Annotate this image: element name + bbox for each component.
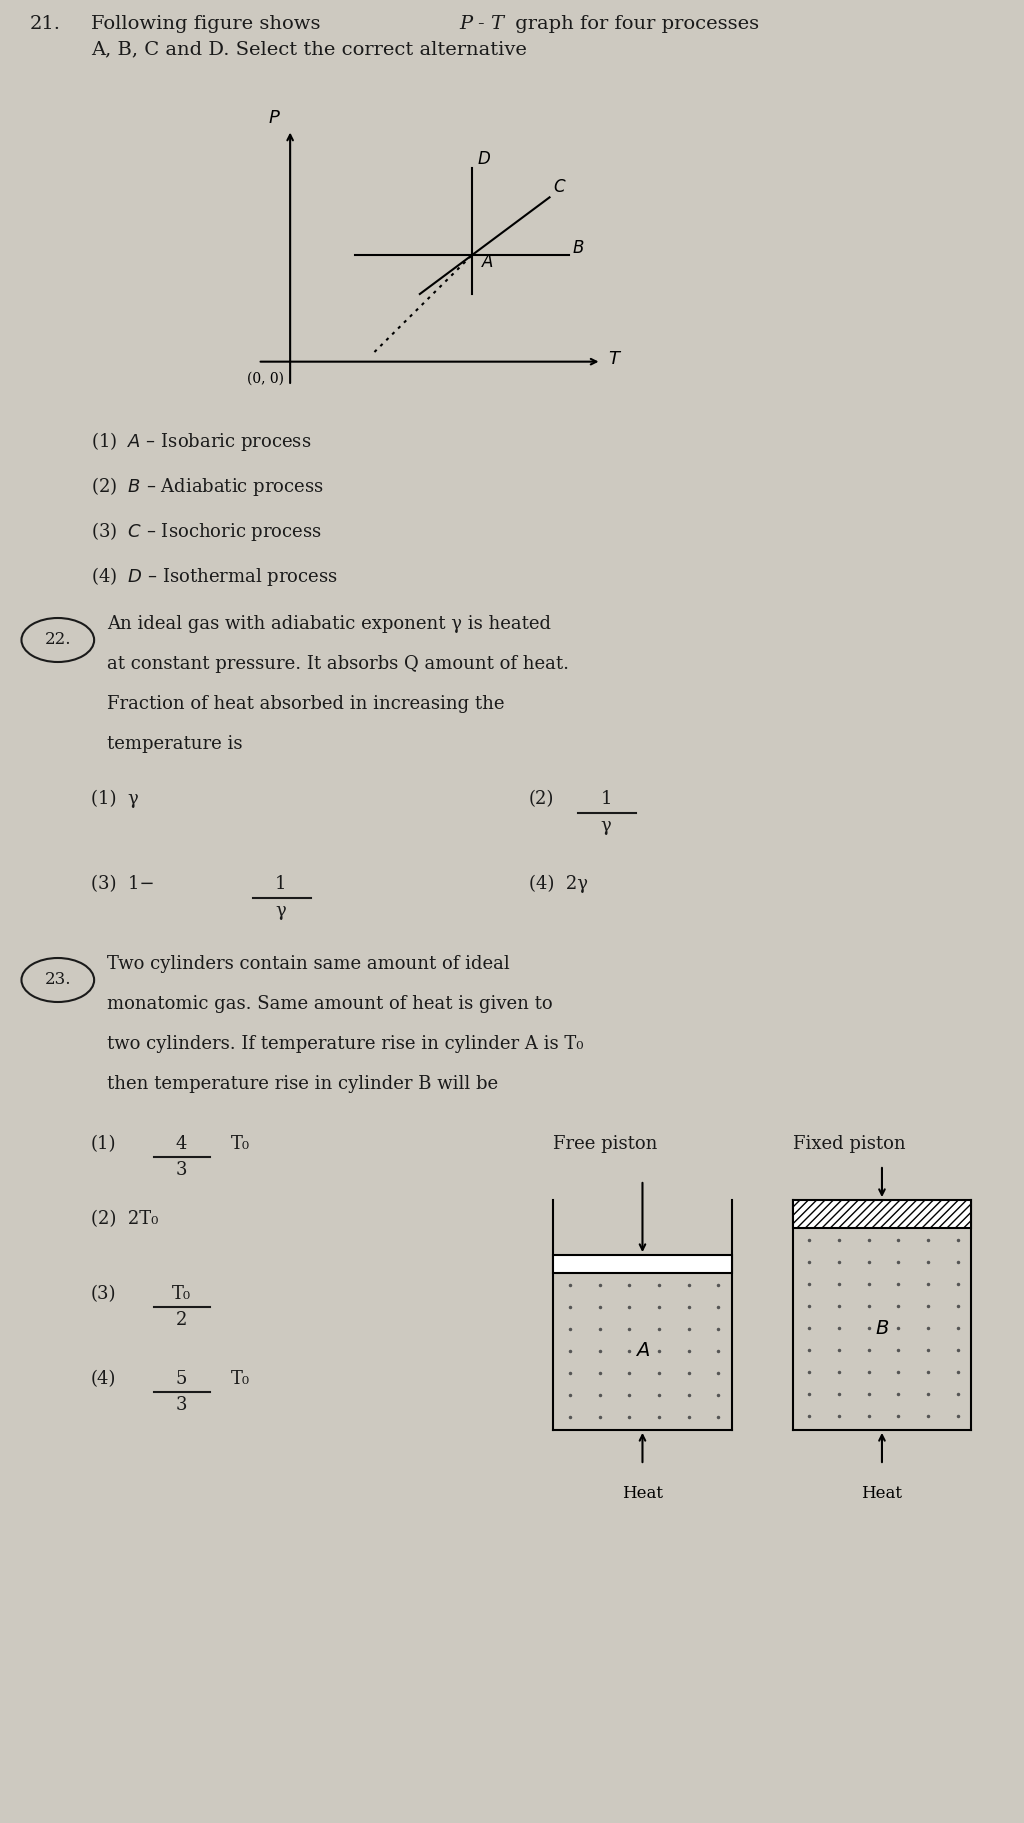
Text: (1)  $A$ – Isobaric process: (1) $A$ – Isobaric process [91,430,311,452]
Text: $T$: $T$ [608,350,623,368]
Text: 4: 4 [176,1136,187,1152]
Text: (2)  2T₀: (2) 2T₀ [91,1210,159,1229]
Text: Fraction of heat absorbed in increasing the: Fraction of heat absorbed in increasing … [108,695,505,713]
Text: $C$: $C$ [553,179,566,197]
Text: T₀: T₀ [231,1371,250,1387]
Text: (2): (2) [528,789,554,808]
Text: T: T [490,15,504,33]
Text: Following figure shows: Following figure shows [91,15,327,33]
Text: $B$: $B$ [874,1320,889,1338]
Text: γ: γ [275,902,286,921]
Text: 5: 5 [176,1371,187,1387]
Text: (1)  γ: (1) γ [91,789,138,808]
Text: (0, 0): (0, 0) [247,372,284,385]
Text: 3: 3 [176,1161,187,1179]
Text: Fixed piston: Fixed piston [793,1136,905,1152]
Text: $A$: $A$ [635,1342,650,1360]
Text: A, B, C and D. Select the correct alternative: A, B, C and D. Select the correct altern… [91,40,526,58]
Text: An ideal gas with adiabatic exponent γ is heated: An ideal gas with adiabatic exponent γ i… [108,614,551,633]
Text: 1: 1 [600,789,612,808]
Text: (3)  $C$ – Isochoric process: (3) $C$ – Isochoric process [91,520,322,543]
Text: 21.: 21. [30,15,60,33]
Text: $B$: $B$ [572,241,585,257]
Text: at constant pressure. It absorbs Q amount of heat.: at constant pressure. It absorbs Q amoun… [108,654,569,673]
Text: $D$: $D$ [477,151,490,168]
Text: (2)  $B$ – Adiabatic process: (2) $B$ – Adiabatic process [91,476,324,498]
Text: (4)  2γ: (4) 2γ [528,875,588,893]
Text: temperature is: temperature is [108,735,243,753]
Text: (4)  $D$ – Isothermal process: (4) $D$ – Isothermal process [91,565,338,589]
Text: graph for four processes: graph for four processes [509,15,759,33]
Bar [553,1254,732,1272]
Text: two cylinders. If temperature rise in cylinder A is T₀: two cylinders. If temperature rise in cy… [108,1035,584,1054]
Text: (4): (4) [91,1371,116,1387]
Text: 22.: 22. [45,631,71,649]
Bar [793,1200,971,1229]
Text: T₀: T₀ [172,1285,191,1303]
Text: 3: 3 [176,1396,187,1415]
Text: then temperature rise in cylinder B will be: then temperature rise in cylinder B will… [108,1076,499,1094]
Text: (1): (1) [91,1136,117,1152]
Text: (3): (3) [91,1285,117,1303]
Text: P: P [459,15,472,33]
Text: 23.: 23. [45,972,71,988]
Text: Heat: Heat [622,1486,663,1502]
Text: Two cylinders contain same amount of ideal: Two cylinders contain same amount of ide… [108,955,510,973]
Text: Free piston: Free piston [553,1136,657,1152]
Text: Heat: Heat [861,1486,902,1502]
Text: 2: 2 [176,1311,187,1329]
Text: γ: γ [601,817,611,835]
Text: $P$: $P$ [267,109,281,128]
Text: 1: 1 [275,875,287,893]
Text: (3)  1−: (3) 1− [91,875,155,893]
Text: $A$: $A$ [481,255,495,272]
Text: -: - [477,15,484,33]
Text: T₀: T₀ [231,1136,250,1152]
Text: monatomic gas. Same amount of heat is given to: monatomic gas. Same amount of heat is gi… [108,995,553,1014]
